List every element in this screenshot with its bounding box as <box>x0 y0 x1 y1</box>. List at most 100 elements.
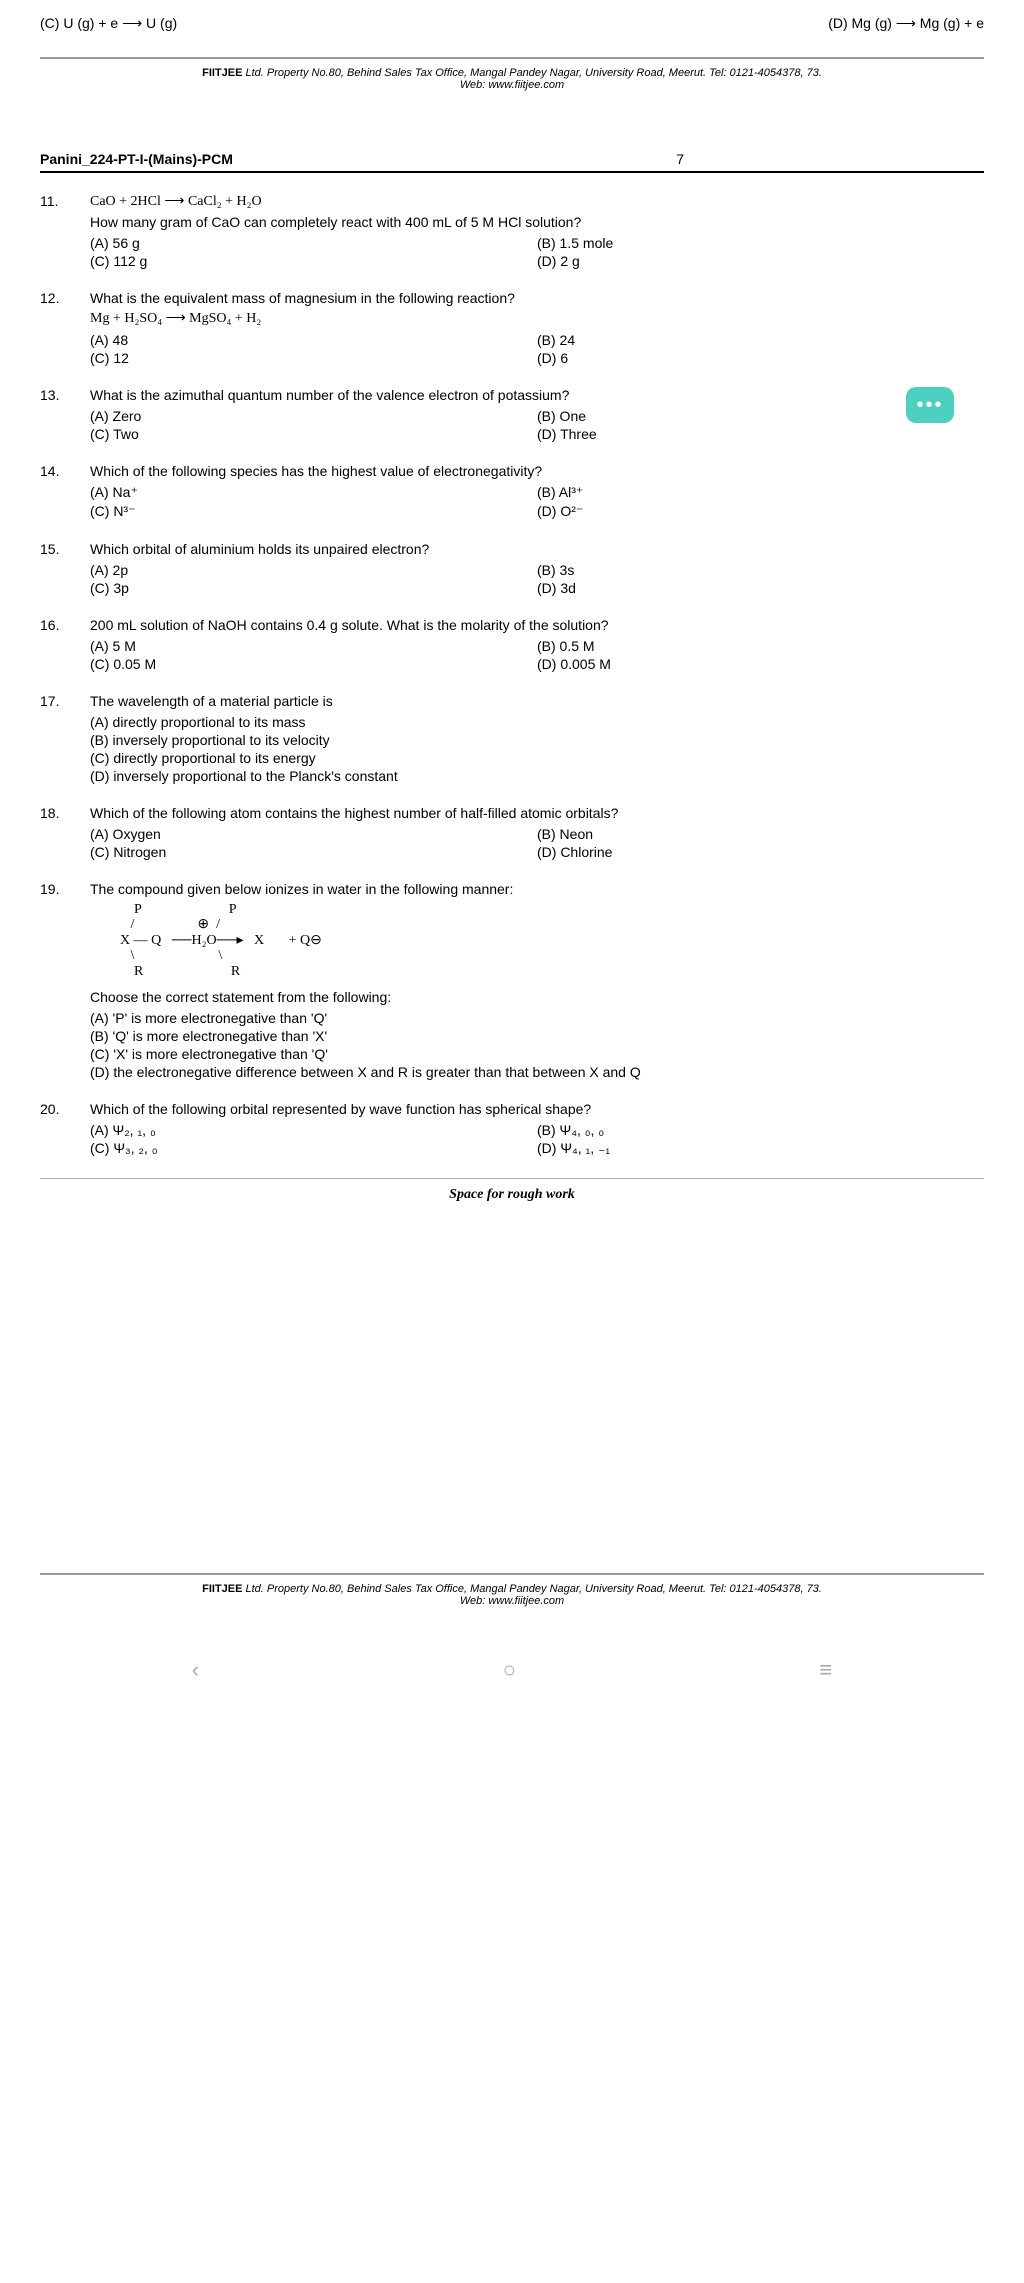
option-b[interactable]: (B) 3s <box>537 561 984 579</box>
footer-web-bottom: Web: www.fiitjee.com <box>460 1595 564 1607</box>
option-c[interactable]: (C) directly proportional to its energy <box>90 749 984 767</box>
question-13: 13.•••What is the azimuthal quantum numb… <box>40 387 984 443</box>
option-c[interactable]: (C) 112 g <box>90 252 537 270</box>
home-icon[interactable]: ○ <box>503 1657 516 1683</box>
footer-address: Ltd. Property No.80, Behind Sales Tax Of… <box>242 67 821 79</box>
option-b[interactable]: (B) 1.5 mole <box>537 234 984 252</box>
option-b[interactable]: (B) Ψ₄, ₀, ₀ <box>537 1121 984 1139</box>
brand: FIITJEE <box>202 67 242 79</box>
question-number: 11. <box>40 193 90 270</box>
question-content: Which of the following atom contains the… <box>90 805 984 861</box>
question-content: 200 mL solution of NaOH contains 0.4 g s… <box>90 617 984 673</box>
top-footer: FIITJEE Ltd. Property No.80, Behind Sale… <box>40 57 984 91</box>
question-17: 17.The wavelength of a material particle… <box>40 693 984 785</box>
option-a[interactable]: (A) 'P' is more electronegative than 'Q' <box>90 1009 984 1027</box>
back-icon[interactable]: ‹ <box>192 1657 199 1683</box>
option-c[interactable]: (C) Ψ₃, ₂, ₀ <box>90 1139 537 1158</box>
menu-icon[interactable]: ≡ <box>819 1657 832 1683</box>
question-18: 18.Which of the following atom contains … <box>40 805 984 861</box>
question-number: 17. <box>40 693 90 785</box>
option-b[interactable]: (B) inversely proportional to its veloci… <box>90 731 984 749</box>
question-text: What is the azimuthal quantum number of … <box>90 387 984 403</box>
chemical-diagram: P P / ⊕ / X — Q ──H₂O──▸ X + Q⊖ \ \ R R <box>120 902 984 979</box>
option-d[interactable]: (D) 2 g <box>537 252 984 270</box>
option-a[interactable]: (A) Na⁺ <box>90 483 537 502</box>
option-b[interactable]: (B) Neon <box>537 825 984 843</box>
option-a[interactable]: (A) 48 <box>90 331 537 349</box>
question-text: How many gram of CaO can completely reac… <box>90 214 984 230</box>
option-a[interactable]: (A) Ψ₂, ₁, ₀ <box>90 1121 537 1139</box>
equation: Mg + H₂SO₄ ⟶ MgSO₄ + H₂ <box>90 310 984 327</box>
cutoff-right: (D) Mg (g) ⟶ Mg (g) + e <box>828 15 984 32</box>
question-text: Which of the following orbital represent… <box>90 1101 984 1117</box>
options-container: (A) 56 g(B) 1.5 mole(C) 112 g(D) 2 g <box>90 234 984 270</box>
previous-page-cutoff: (C) U (g) + e ⟶ U (g) (D) Mg (g) ⟶ Mg (g… <box>40 10 984 37</box>
option-a[interactable]: (A) 5 M <box>90 637 537 655</box>
question-number: 15. <box>40 541 90 597</box>
option-b[interactable]: (B) 24 <box>537 331 984 349</box>
question-14: 14.Which of the following species has th… <box>40 463 984 521</box>
footer-address-bottom: Ltd. Property No.80, Behind Sales Tax Of… <box>242 1583 821 1595</box>
options-container: (A) Zero(B) One(C) Two(D) Three <box>90 407 984 443</box>
options-container: (A) 5 M(B) 0.5 M(C) 0.05 M(D) 0.005 M <box>90 637 984 673</box>
options-container: (A) directly proportional to its mass(B)… <box>90 713 984 785</box>
options-container: (A) Ψ₂, ₁, ₀(B) Ψ₄, ₀, ₀(C) Ψ₃, ₂, ₀(D) … <box>90 1121 984 1158</box>
question-content: The wavelength of a material particle is… <box>90 693 984 785</box>
question-content: Which of the following species has the h… <box>90 463 984 521</box>
option-c[interactable]: (C) N³⁻ <box>90 502 537 521</box>
options-container: (A) Oxygen(B) Neon(C) Nitrogen(D) Chlori… <box>90 825 984 861</box>
question-text: The wavelength of a material particle is <box>90 693 984 709</box>
question-text: The compound given below ionizes in wate… <box>90 881 984 897</box>
question-11: 11.CaO + 2HCl ⟶ CaCl₂ + H₂O How many gram… <box>40 193 984 270</box>
option-d[interactable]: (D) 6 <box>537 349 984 367</box>
option-c[interactable]: (C) 0.05 M <box>90 655 537 673</box>
option-c[interactable]: (C) 12 <box>90 349 537 367</box>
question-number: 20. <box>40 1101 90 1158</box>
option-c[interactable]: (C) Two <box>90 425 537 443</box>
option-d[interactable]: (D) 0.005 M <box>537 655 984 673</box>
question-text: Which of the following species has the h… <box>90 463 984 479</box>
option-c[interactable]: (C) Nitrogen <box>90 843 537 861</box>
option-d[interactable]: (D) the electronegative difference betwe… <box>90 1063 984 1081</box>
option-a[interactable]: (A) Zero <box>90 407 537 425</box>
question-number: 18. <box>40 805 90 861</box>
option-d[interactable]: (D) 3d <box>537 579 984 597</box>
question-text: Which of the following atom contains the… <box>90 805 984 821</box>
option-a[interactable]: (A) directly proportional to its mass <box>90 713 984 731</box>
more-options-icon[interactable]: ••• <box>906 387 954 423</box>
option-b[interactable]: (B) 0.5 M <box>537 637 984 655</box>
rough-work-label: Space for rough work <box>40 1187 984 1203</box>
options-container: (A) 48(B) 24(C) 12(D) 6 <box>90 331 984 367</box>
equation: CaO + 2HCl ⟶ CaCl₂ + H₂O <box>90 193 984 210</box>
option-b[interactable]: (B) Al³⁺ <box>537 483 984 502</box>
question-text: Which orbital of aluminium holds its unp… <box>90 541 984 557</box>
question-19: 19.The compound given below ionizes in w… <box>40 881 984 1081</box>
question-text: 200 mL solution of NaOH contains 0.4 g s… <box>90 617 984 633</box>
question-content: What is the azimuthal quantum number of … <box>90 387 984 443</box>
option-d[interactable]: (D) Three <box>537 425 984 443</box>
question-15: 15.Which orbital of aluminium holds its … <box>40 541 984 597</box>
paper-title: Panini_224-PT-I-(Mains)-PCM <box>40 151 233 167</box>
option-d[interactable]: (D) Chlorine <box>537 843 984 861</box>
option-a[interactable]: (A) Oxygen <box>90 825 537 843</box>
option-d[interactable]: (D) Ψ₄, ₁, ₋₁ <box>537 1139 984 1158</box>
question-text: What is the equivalent mass of magnesium… <box>90 290 984 306</box>
cutoff-left: (C) U (g) + e ⟶ U (g) <box>40 15 177 32</box>
option-a[interactable]: (A) 2p <box>90 561 537 579</box>
question-number: 12. <box>40 290 90 367</box>
option-d[interactable]: (D) inversely proportional to the Planck… <box>90 767 984 785</box>
option-a[interactable]: (A) 56 g <box>90 234 537 252</box>
option-b[interactable]: (B) 'Q' is more electronegative than 'X' <box>90 1027 984 1045</box>
question-content: What is the equivalent mass of magnesium… <box>90 290 984 367</box>
question-number: 14. <box>40 463 90 521</box>
option-d[interactable]: (D) O²⁻ <box>537 502 984 521</box>
option-c[interactable]: (C) 'X' is more electronegative than 'Q' <box>90 1045 984 1063</box>
page-number: 7 <box>676 151 984 167</box>
option-c[interactable]: (C) 3p <box>90 579 537 597</box>
brand-bottom: FIITJEE <box>202 1583 242 1595</box>
question-20: 20.Which of the following orbital repres… <box>40 1101 984 1158</box>
question-number: 19. <box>40 881 90 1081</box>
question-16: 16.200 mL solution of NaOH contains 0.4 … <box>40 617 984 673</box>
options-container: (A) Na⁺(B) Al³⁺(C) N³⁻(D) O²⁻ <box>90 483 984 521</box>
question-content: CaO + 2HCl ⟶ CaCl₂ + H₂O How many gram of… <box>90 193 984 270</box>
